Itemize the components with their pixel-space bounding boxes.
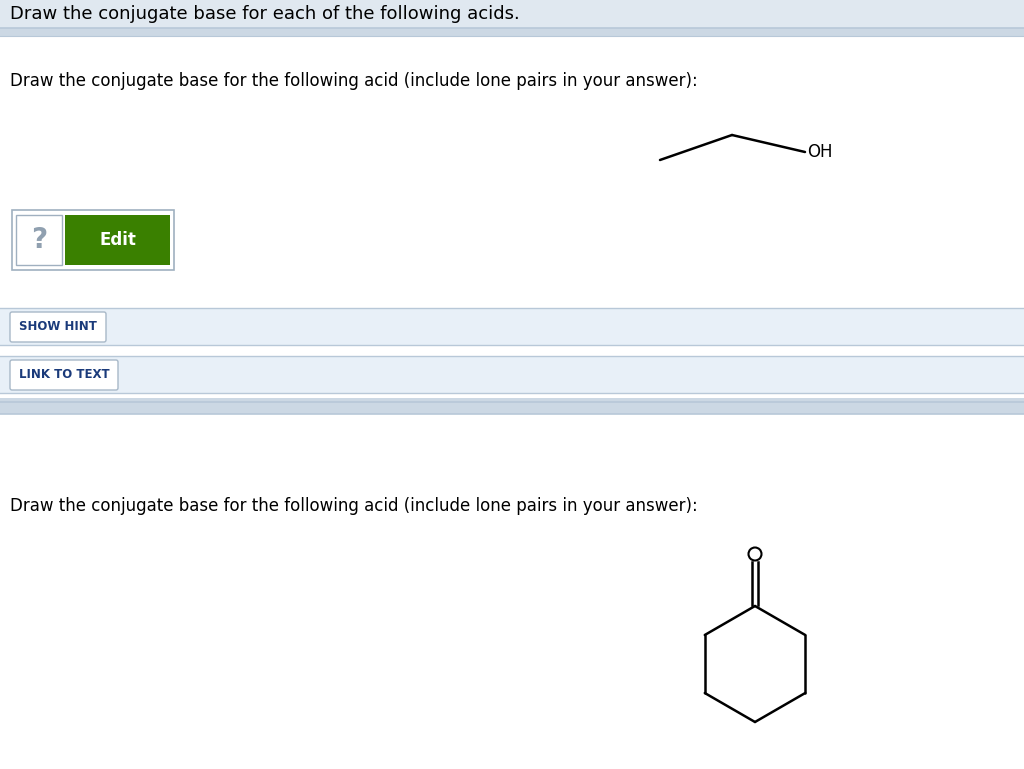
Bar — [0, 28, 1024, 36]
Text: Draw the conjugate base for the following acid (include lone pairs in your answe: Draw the conjugate base for the followin… — [10, 497, 697, 515]
FancyBboxPatch shape — [10, 360, 118, 390]
Text: OH: OH — [807, 143, 833, 161]
Text: Draw the conjugate base for each of the following acids.: Draw the conjugate base for each of the … — [10, 5, 520, 23]
Text: ?: ? — [31, 226, 47, 254]
Bar — [12, 210, 174, 270]
Bar — [0, 398, 1024, 402]
Text: Draw the conjugate base for the following acid (include lone pairs in your answe: Draw the conjugate base for the followin… — [10, 72, 697, 90]
Text: SHOW HINT: SHOW HINT — [19, 321, 97, 334]
Bar — [0, 308, 1024, 345]
Bar — [0, 402, 1024, 414]
Bar — [0, 0, 1024, 28]
Text: LINK TO TEXT: LINK TO TEXT — [18, 368, 110, 381]
Bar — [16, 215, 62, 265]
Circle shape — [749, 548, 762, 561]
Bar — [0, 356, 1024, 393]
Text: Edit: Edit — [99, 231, 136, 249]
FancyBboxPatch shape — [10, 312, 106, 342]
Bar — [65, 215, 170, 265]
